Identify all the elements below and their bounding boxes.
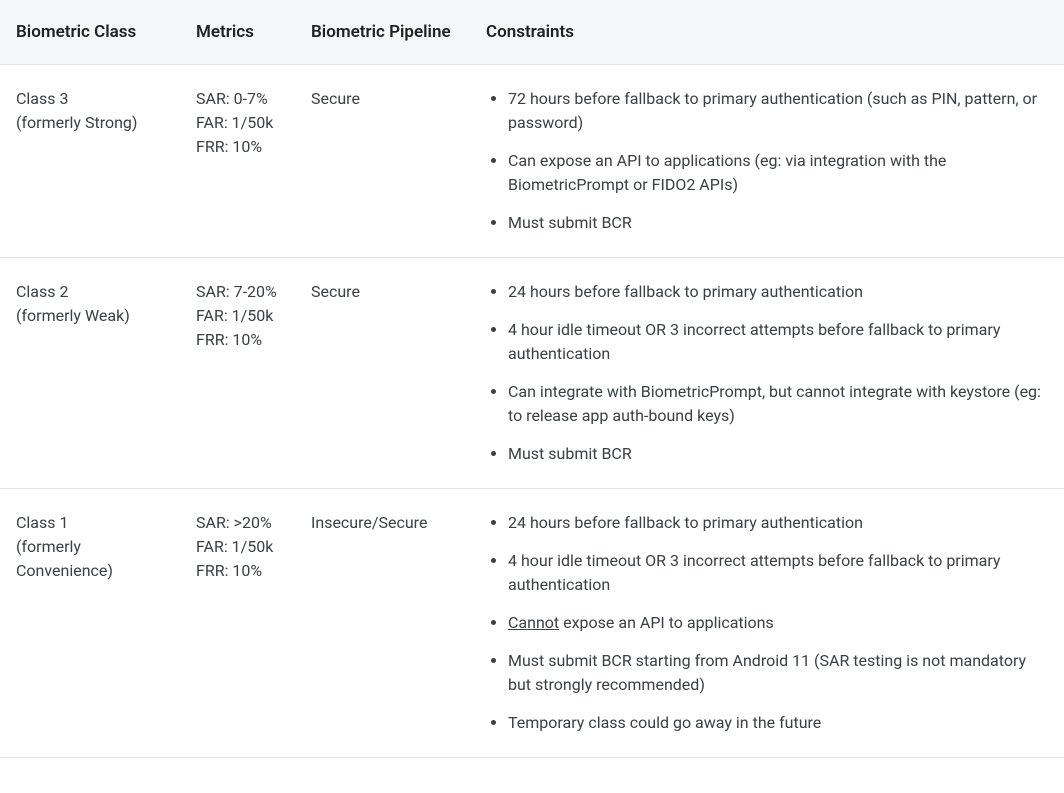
constraint-item: Temporary class could go away in the fut… — [508, 711, 1048, 735]
constraints-list: 24 hours before fallback to primary auth… — [486, 511, 1048, 735]
constraint-item: 24 hours before fallback to primary auth… — [508, 280, 1048, 304]
cell-class: Class 1(formerly Convenience) — [0, 489, 180, 758]
cell-pipeline: Secure — [295, 65, 470, 258]
col-header-class: Biometric Class — [0, 0, 180, 65]
table-header: Biometric Class Metrics Biometric Pipeli… — [0, 0, 1064, 65]
constraint-item: 24 hours before fallback to primary auth… — [508, 511, 1048, 535]
metrics-frr: FRR: 10% — [196, 559, 279, 583]
constraint-item: Can expose an API to applications (eg: v… — [508, 149, 1048, 197]
cell-constraints: 24 hours before fallback to primary auth… — [470, 489, 1064, 758]
table-row: Class 3(formerly Strong)SAR: 0-7%FAR: 1/… — [0, 65, 1064, 258]
cell-class: Class 3(formerly Strong) — [0, 65, 180, 258]
constraint-item: 4 hour idle timeout OR 3 incorrect attem… — [508, 549, 1048, 597]
constraint-underline: Cannot — [508, 613, 559, 632]
constraint-item: Cannot expose an API to applications — [508, 611, 1048, 635]
cell-metrics: SAR: 0-7%FAR: 1/50kFRR: 10% — [180, 65, 295, 258]
class-name: Class 1 — [16, 511, 164, 535]
constraint-item: Must submit BCR — [508, 442, 1048, 466]
metrics-far: FAR: 1/50k — [196, 304, 279, 328]
col-header-metrics: Metrics — [180, 0, 295, 65]
class-former: (formerly Strong) — [16, 111, 164, 135]
cell-constraints: 72 hours before fallback to primary auth… — [470, 65, 1064, 258]
biometric-class-table: Biometric Class Metrics Biometric Pipeli… — [0, 0, 1064, 758]
constraint-item: Must submit BCR starting from Android 11… — [508, 649, 1048, 697]
constraint-item: Must submit BCR — [508, 211, 1048, 235]
metrics-sar: SAR: 0-7% — [196, 87, 279, 111]
col-header-constraints: Constraints — [470, 0, 1064, 65]
cell-metrics: SAR: 7-20%FAR: 1/50kFRR: 10% — [180, 258, 295, 489]
class-name: Class 3 — [16, 87, 164, 111]
table-body: Class 3(formerly Strong)SAR: 0-7%FAR: 1/… — [0, 65, 1064, 758]
metrics-frr: FRR: 10% — [196, 328, 279, 352]
cell-metrics: SAR: >20%FAR: 1/50kFRR: 10% — [180, 489, 295, 758]
class-former: (formerly Weak) — [16, 304, 164, 328]
cell-pipeline: Insecure/Secure — [295, 489, 470, 758]
col-header-pipeline: Biometric Pipeline — [295, 0, 470, 65]
class-name: Class 2 — [16, 280, 164, 304]
metrics-far: FAR: 1/50k — [196, 535, 279, 559]
class-former: (formerly Convenience) — [16, 535, 164, 583]
table-row: Class 2(formerly Weak)SAR: 7-20%FAR: 1/5… — [0, 258, 1064, 489]
table-row: Class 1(formerly Convenience)SAR: >20%FA… — [0, 489, 1064, 758]
cell-constraints: 24 hours before fallback to primary auth… — [470, 258, 1064, 489]
constraint-text: expose an API to applications — [559, 613, 774, 632]
metrics-sar: SAR: >20% — [196, 511, 279, 535]
constraints-list: 24 hours before fallback to primary auth… — [486, 280, 1048, 466]
constraint-item: 4 hour idle timeout OR 3 incorrect attem… — [508, 318, 1048, 366]
constraints-list: 72 hours before fallback to primary auth… — [486, 87, 1048, 235]
cell-pipeline: Secure — [295, 258, 470, 489]
metrics-frr: FRR: 10% — [196, 135, 279, 159]
metrics-sar: SAR: 7-20% — [196, 280, 279, 304]
cell-class: Class 2(formerly Weak) — [0, 258, 180, 489]
constraint-item: 72 hours before fallback to primary auth… — [508, 87, 1048, 135]
metrics-far: FAR: 1/50k — [196, 111, 279, 135]
constraint-item: Can integrate with BiometricPrompt, but … — [508, 380, 1048, 428]
